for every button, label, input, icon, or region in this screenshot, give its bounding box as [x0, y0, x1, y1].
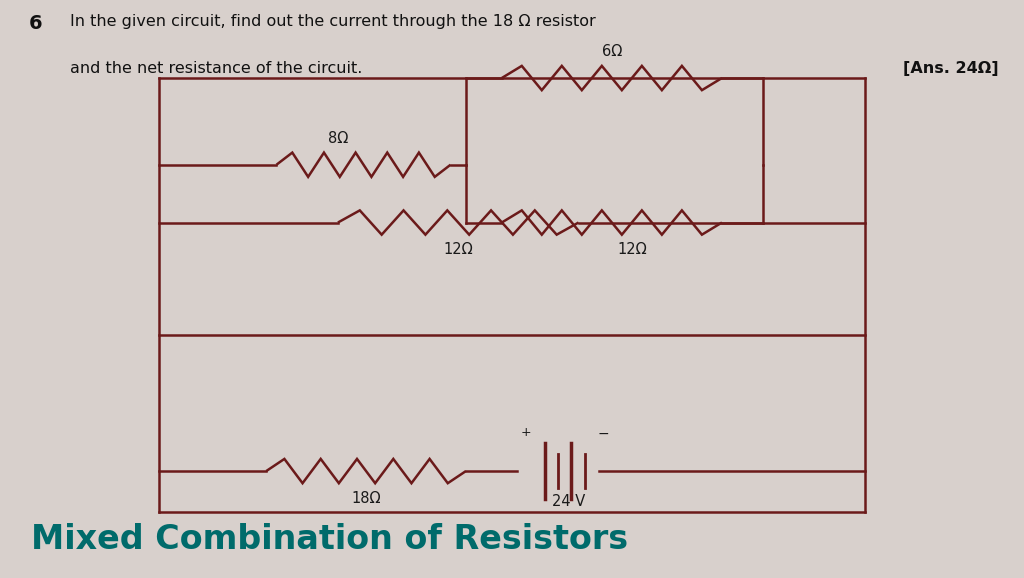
Text: 12Ω: 12Ω	[443, 242, 473, 257]
Text: 24 V: 24 V	[552, 494, 585, 509]
Text: 12Ω: 12Ω	[617, 242, 647, 257]
Text: 6: 6	[29, 14, 42, 34]
Text: Mixed Combination of Resistors: Mixed Combination of Resistors	[31, 523, 628, 556]
Text: 18Ω: 18Ω	[351, 491, 381, 506]
Text: −: −	[597, 427, 609, 441]
Text: and the net resistance of the circuit.: and the net resistance of the circuit.	[70, 61, 362, 76]
Text: +: +	[521, 427, 531, 439]
Text: 6Ω: 6Ω	[602, 44, 622, 59]
Text: 8Ω: 8Ω	[328, 131, 348, 146]
Text: [Ans. 24Ω]: [Ans. 24Ω]	[903, 61, 998, 76]
Text: In the given circuit, find out the current through the 18 Ω resistor: In the given circuit, find out the curre…	[70, 14, 595, 29]
